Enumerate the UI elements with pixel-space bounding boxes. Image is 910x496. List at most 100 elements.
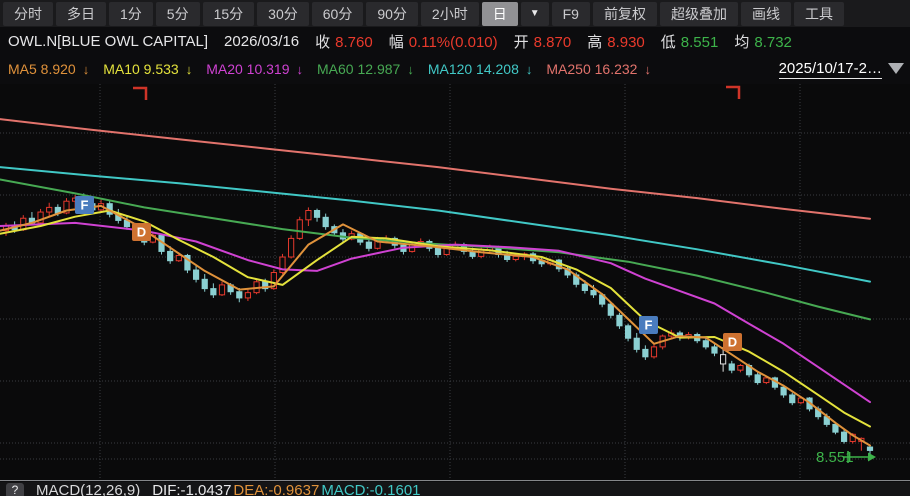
ma-legend-item-1: MA10 9.533 ↓	[103, 61, 192, 77]
ma-legend-item-4: MA120 14.208 ↓	[428, 61, 533, 77]
low-arrow-head	[868, 452, 876, 462]
ma20-line	[0, 221, 871, 404]
candle	[728, 363, 735, 371]
ma-legend-item-5: MA250 16.232 ↓	[546, 61, 651, 77]
period-button-1[interactable]: 多日	[56, 1, 106, 26]
candle	[711, 346, 718, 354]
action-button-3[interactable]: 画线	[740, 1, 791, 26]
arrow-down-icon: ↓	[525, 62, 533, 77]
quote-field-label: 均	[734, 33, 750, 51]
chevron-down-icon[interactable]	[888, 63, 904, 74]
ma-legend-item-2: MA20 10.319 ↓	[206, 61, 303, 77]
candle	[720, 354, 727, 365]
quote-field-5: 均 8.732	[734, 31, 792, 52]
badge-d[interactable]	[723, 333, 742, 351]
badge-d[interactable]	[132, 223, 151, 241]
candle	[63, 200, 70, 214]
candle	[512, 255, 519, 260]
action-button-2[interactable]: 超级叠加	[659, 1, 738, 26]
candle	[590, 289, 597, 296]
candle	[737, 365, 744, 371]
quote-field-2: 开 8.870	[514, 31, 572, 52]
candle	[37, 211, 44, 224]
period-button-6[interactable]: 60分	[311, 1, 364, 26]
candle	[633, 337, 640, 350]
candle	[581, 283, 588, 291]
ma-legend-bar: MA5 8.920 ↓ MA10 9.533 ↓ MA20 10.319 ↓ MA60 12…	[0, 55, 910, 83]
arrow-down-icon: ↓	[407, 62, 414, 77]
candle	[434, 247, 442, 256]
candle	[279, 256, 286, 273]
period-button-5[interactable]: 30分	[257, 1, 309, 26]
period-button-selected[interactable]: 日	[481, 1, 518, 26]
ma-legend-text: MA10 9.533	[103, 61, 179, 77]
badge-f[interactable]	[639, 316, 658, 334]
ma-legend-text: MA20 10.319	[206, 61, 290, 77]
action-button-4[interactable]: 工具	[793, 1, 844, 26]
quote-field-value: 8.870	[533, 33, 572, 51]
quote-field-4: 低 8.551	[661, 31, 719, 52]
candle	[754, 374, 761, 384]
candlestick-chart[interactable]: F D F D 8.551	[0, 84, 910, 480]
corner-mark-icon	[726, 85, 741, 99]
quote-field-value: 8.732	[754, 33, 792, 51]
period-button-8[interactable]: 2小时	[420, 1, 479, 26]
candle	[201, 278, 208, 290]
period-button-7[interactable]: 90分	[366, 1, 418, 26]
period-button-4[interactable]: 15分	[202, 1, 255, 26]
candle	[763, 377, 770, 384]
arrow-down-icon: ↓	[296, 62, 304, 77]
period-button-3[interactable]: 5分	[155, 1, 200, 26]
date-range-selector[interactable]: 2025/10/17-2…	[778, 60, 882, 79]
quote-field-label: 开	[513, 33, 529, 51]
quote-field-0: 收 8.760	[315, 31, 373, 52]
period-dropdown-button[interactable]: ▼	[520, 1, 549, 26]
candle	[789, 394, 796, 404]
candle	[288, 237, 295, 258]
help-icon[interactable]: ?	[6, 483, 24, 496]
macd-indicator-label: MACD(12,26,9)	[36, 482, 141, 496]
candle	[46, 206, 53, 213]
candle	[184, 254, 191, 271]
macd-values: DIF:-1.0437 DEA:-0.9637 MACD:-0.1601	[152, 482, 420, 496]
candle	[296, 219, 303, 239]
candle	[210, 288, 217, 296]
ma-legend-text: MA5 8.920	[8, 61, 76, 77]
macd-value-1: DEA:-0.9637	[233, 482, 320, 496]
candle	[840, 431, 848, 442]
macd-value-0: DIF:-1.0437	[152, 482, 232, 496]
action-button-1[interactable]: 前复权	[592, 1, 657, 26]
quote-field-value: 0.11%(0.010)	[408, 33, 498, 51]
candle	[624, 325, 632, 339]
candle	[832, 423, 839, 433]
candle	[167, 250, 174, 262]
ma-legend-text: MA250 16.232	[546, 61, 638, 77]
candle	[313, 210, 321, 218]
candlestick-chart-area[interactable]: F D F D 8.551	[0, 84, 910, 480]
quote-field-3: 高 8.930	[587, 31, 645, 52]
period-button-2[interactable]: 1分	[109, 1, 153, 26]
candle	[192, 269, 200, 280]
action-button-0[interactable]: F9	[551, 1, 590, 26]
candle	[305, 210, 312, 221]
candle	[270, 272, 277, 290]
period-button-0[interactable]: 分时	[3, 1, 53, 26]
candle	[650, 346, 658, 358]
quote-field-value: 8.760	[335, 33, 373, 51]
ma-legend-item-3: MA60 12.987 ↓	[317, 61, 414, 77]
low-price-label: 8.551	[816, 449, 854, 466]
candle	[780, 386, 787, 396]
quote-field-value: 8.551	[680, 33, 719, 51]
arrow-down-icon: ↓	[185, 62, 193, 77]
ma10-line	[0, 209, 871, 428]
candle	[244, 292, 252, 299]
candle	[365, 241, 372, 249]
badge-f[interactable]	[75, 196, 94, 214]
candle	[322, 216, 329, 228]
pane-divider[interactable]	[0, 480, 910, 481]
ma5-line	[0, 204, 871, 447]
ma-legend-text: MA120 14.208	[427, 61, 519, 77]
quote-field-value: 8.930	[607, 33, 645, 51]
macd-indicator-bar: ? MACD(12,26,9) DIF:-1.0437 DEA:-0.9637 MA…	[0, 482, 910, 496]
